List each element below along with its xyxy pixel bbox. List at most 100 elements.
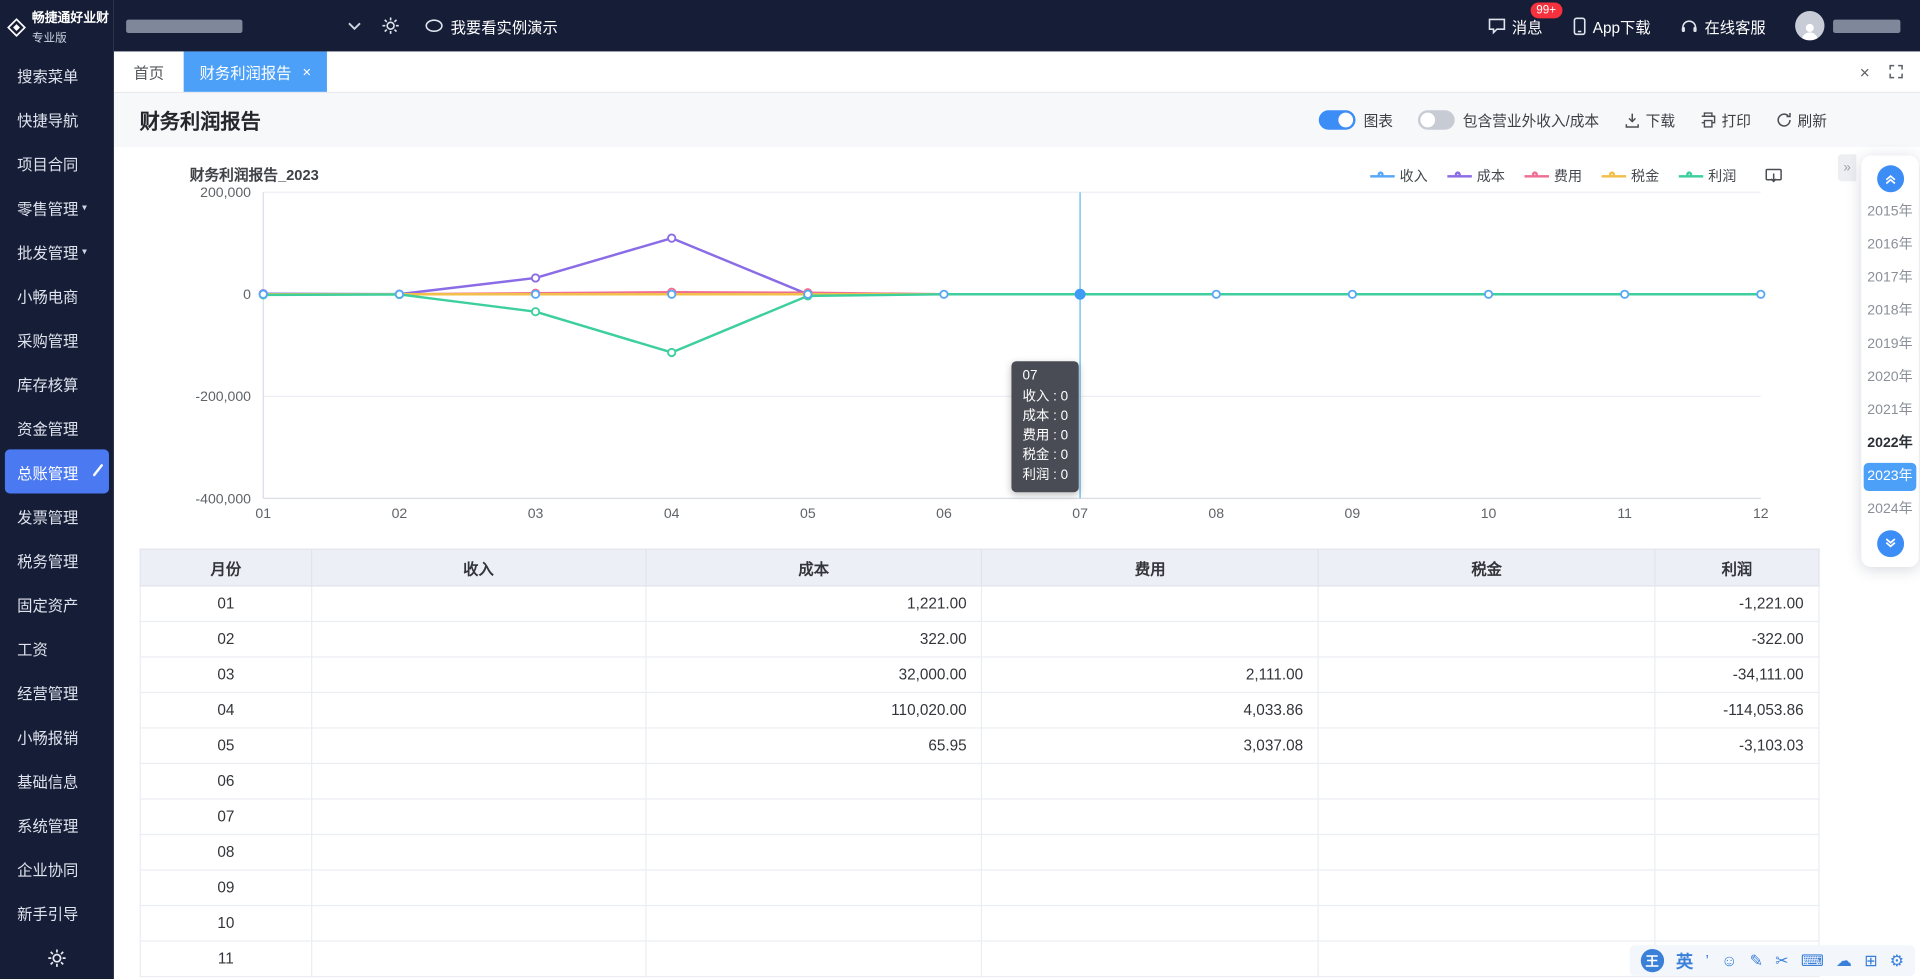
demo-link[interactable]: 我要看实例演示 (425, 14, 558, 37)
value-cell (1654, 869, 1820, 907)
year-item[interactable]: 2020年 (1867, 369, 1913, 385)
ime-logo-icon[interactable]: 王 (1640, 948, 1664, 973)
sidebar-item-8[interactable]: 资金管理 (17, 420, 79, 438)
keyboard-icon[interactable]: ⌨ (1800, 950, 1824, 970)
tab-profit-report[interactable]: 财务利润报告 × (183, 51, 327, 92)
messages-button[interactable]: 消息 99+ (1487, 1, 1563, 37)
gear-icon[interactable] (381, 16, 401, 36)
username-redacted (1833, 18, 1901, 33)
column-header[interactable]: 利润 (1654, 548, 1820, 587)
punctuation-icon[interactable]: ’ (1705, 951, 1709, 970)
year-item[interactable]: 2018年 (1867, 303, 1913, 319)
company-selector[interactable] (126, 18, 361, 33)
print-button[interactable]: 打印 (1700, 110, 1751, 131)
sidebar-item-13[interactable]: 工资 (17, 641, 48, 659)
tooltip-month: 07 (1022, 368, 1038, 384)
sidebar-item-15[interactable]: 小畅报销 (17, 729, 79, 747)
save-chart-image-icon[interactable] (1764, 168, 1782, 185)
table-row[interactable]: 11 (139, 940, 1820, 978)
legend-item[interactable]: 税金 (1601, 167, 1659, 187)
cloud-icon[interactable]: ☁ (1836, 950, 1852, 970)
value-cell (310, 904, 647, 942)
sidebar-item-4[interactable]: 批发管理 ▾ (17, 244, 87, 262)
year-item[interactable]: 2022年 (1867, 435, 1913, 451)
collapse-panel-icon[interactable]: » (1837, 154, 1857, 182)
tooltip-row: 费用 : 0 (1022, 428, 1069, 444)
year-item[interactable]: 2016年 (1867, 237, 1913, 253)
year-item[interactable]: 2024年 (1867, 502, 1913, 517)
table-row[interactable]: 06 (139, 762, 1820, 800)
sidebar-item-18[interactable]: 企业协同 (17, 861, 79, 879)
user-menu[interactable] (1795, 11, 1901, 41)
year-item[interactable]: 2015年 (1867, 204, 1913, 220)
app-download-button[interactable]: App下载 (1572, 14, 1651, 37)
close-tab-icon[interactable]: × (302, 63, 312, 81)
table-row[interactable]: 05 65.95 3,037.08 -3,103.03 (139, 727, 1820, 765)
download-button[interactable]: 下载 (1624, 110, 1675, 131)
column-header[interactable]: 收入 (310, 548, 647, 587)
sidebar-item-1[interactable]: 快捷导航 (17, 112, 79, 130)
sidebar-item-9[interactable]: 总账管理 (4, 449, 109, 494)
chart-toggle[interactable] (1318, 110, 1356, 130)
sidebar-item-14[interactable]: 经营管理 (17, 685, 79, 703)
sidebar-item-12[interactable]: 固定资产 (17, 596, 79, 615)
scroll-years-up-icon[interactable] (1876, 165, 1904, 193)
table-row[interactable]: 08 (139, 833, 1820, 871)
year-item[interactable]: 2019年 (1867, 336, 1913, 352)
value-cell (1654, 798, 1820, 836)
legend-item[interactable]: 利润 (1678, 167, 1736, 187)
sidebar-item-0[interactable]: 搜索菜单 (17, 67, 79, 86)
refresh-button[interactable]: 刷新 (1775, 110, 1827, 131)
column-header[interactable]: 税金 (1317, 548, 1656, 587)
sidebar-item-3[interactable]: 零售管理 ▾ (17, 200, 87, 218)
fullscreen-icon[interactable] (1888, 64, 1904, 80)
table-row[interactable]: 07 (139, 798, 1820, 836)
sidebar-item-7[interactable]: 库存核算 (17, 376, 79, 394)
year-item[interactable]: 2023年 (1863, 462, 1917, 492)
tooltip-row: 税金 : 0 (1022, 447, 1069, 463)
svg-text:11: 11 (1617, 505, 1632, 521)
svg-text:02: 02 (392, 505, 408, 521)
sidebar-item-10[interactable]: 发票管理 (17, 508, 79, 526)
legend-item[interactable]: 费用 (1524, 167, 1582, 187)
table-row[interactable]: 03 32,000.00 2,111.00 -34,111.00 (139, 656, 1820, 694)
scroll-years-down-icon[interactable] (1876, 530, 1904, 558)
table-body: 01 1,221.00 -1,221.00 02 322.00 -322.00 03 32,0… (139, 585, 1820, 978)
sidebar-item-16[interactable]: 基础信息 (17, 773, 79, 791)
table-row[interactable]: 09 (139, 869, 1820, 907)
table-row[interactable]: 02 322.00 -322.00 (139, 620, 1820, 658)
year-item[interactable]: 2017年 (1867, 270, 1913, 286)
ime-settings-icon[interactable]: ⚙ (1889, 950, 1905, 970)
emoji-icon[interactable]: ☺ (1721, 951, 1738, 970)
column-header[interactable]: 月份 (139, 548, 313, 587)
sidebar-item-2[interactable]: 项目合同 (17, 156, 79, 174)
include-nonoperating-toggle[interactable] (1417, 110, 1455, 130)
table-row[interactable]: 04 110,020.00 4,033.86 -114,053.86 (139, 691, 1820, 729)
sidebar-settings-gear-icon[interactable] (0, 948, 114, 969)
online-support-button[interactable]: 在线客服 (1680, 14, 1766, 37)
table-row[interactable]: 10 (139, 904, 1820, 942)
value-cell (310, 940, 647, 978)
sidebar-item-19[interactable]: 新手引导 (17, 905, 79, 923)
brand-name: 畅捷通好业财 (31, 11, 109, 26)
table-row[interactable]: 01 1,221.00 -1,221.00 (139, 585, 1820, 623)
sidebar-item-6[interactable]: 采购管理 (17, 332, 79, 350)
chart-plot-area[interactable]: 200,000 0 -200,000 -400,000 01 02 03 04 05 06 07 08… (135, 152, 1837, 532)
year-item[interactable]: 2021年 (1867, 402, 1913, 418)
screenshot-icon[interactable]: ✂ (1775, 950, 1789, 970)
ime-language-mode[interactable]: 英 (1675, 950, 1694, 971)
sidebar-item-11[interactable]: 税务管理 (17, 552, 79, 571)
sidebar-item-17[interactable]: 系统管理 (17, 817, 79, 835)
sidebar-item-5[interactable]: 小畅电商 (17, 288, 79, 306)
toolbar-controls: 图表 包含营业外收入/成本 下载 打印 (1318, 110, 1827, 131)
month-cell: 02 (139, 620, 313, 658)
handwriting-icon[interactable]: ✎ (1749, 950, 1763, 970)
close-all-tabs-icon[interactable]: × (1859, 61, 1870, 82)
legend-item[interactable]: 收入 (1370, 167, 1428, 187)
tooltip-row: 利润 : 0 (1022, 467, 1069, 483)
column-header[interactable]: 成本 (644, 548, 983, 587)
toolbox-icon[interactable]: ⊞ (1864, 950, 1878, 970)
tab-home[interactable]: 首页 (133, 64, 165, 83)
legend-item[interactable]: 成本 (1447, 167, 1505, 187)
column-header[interactable]: 费用 (981, 548, 1320, 587)
